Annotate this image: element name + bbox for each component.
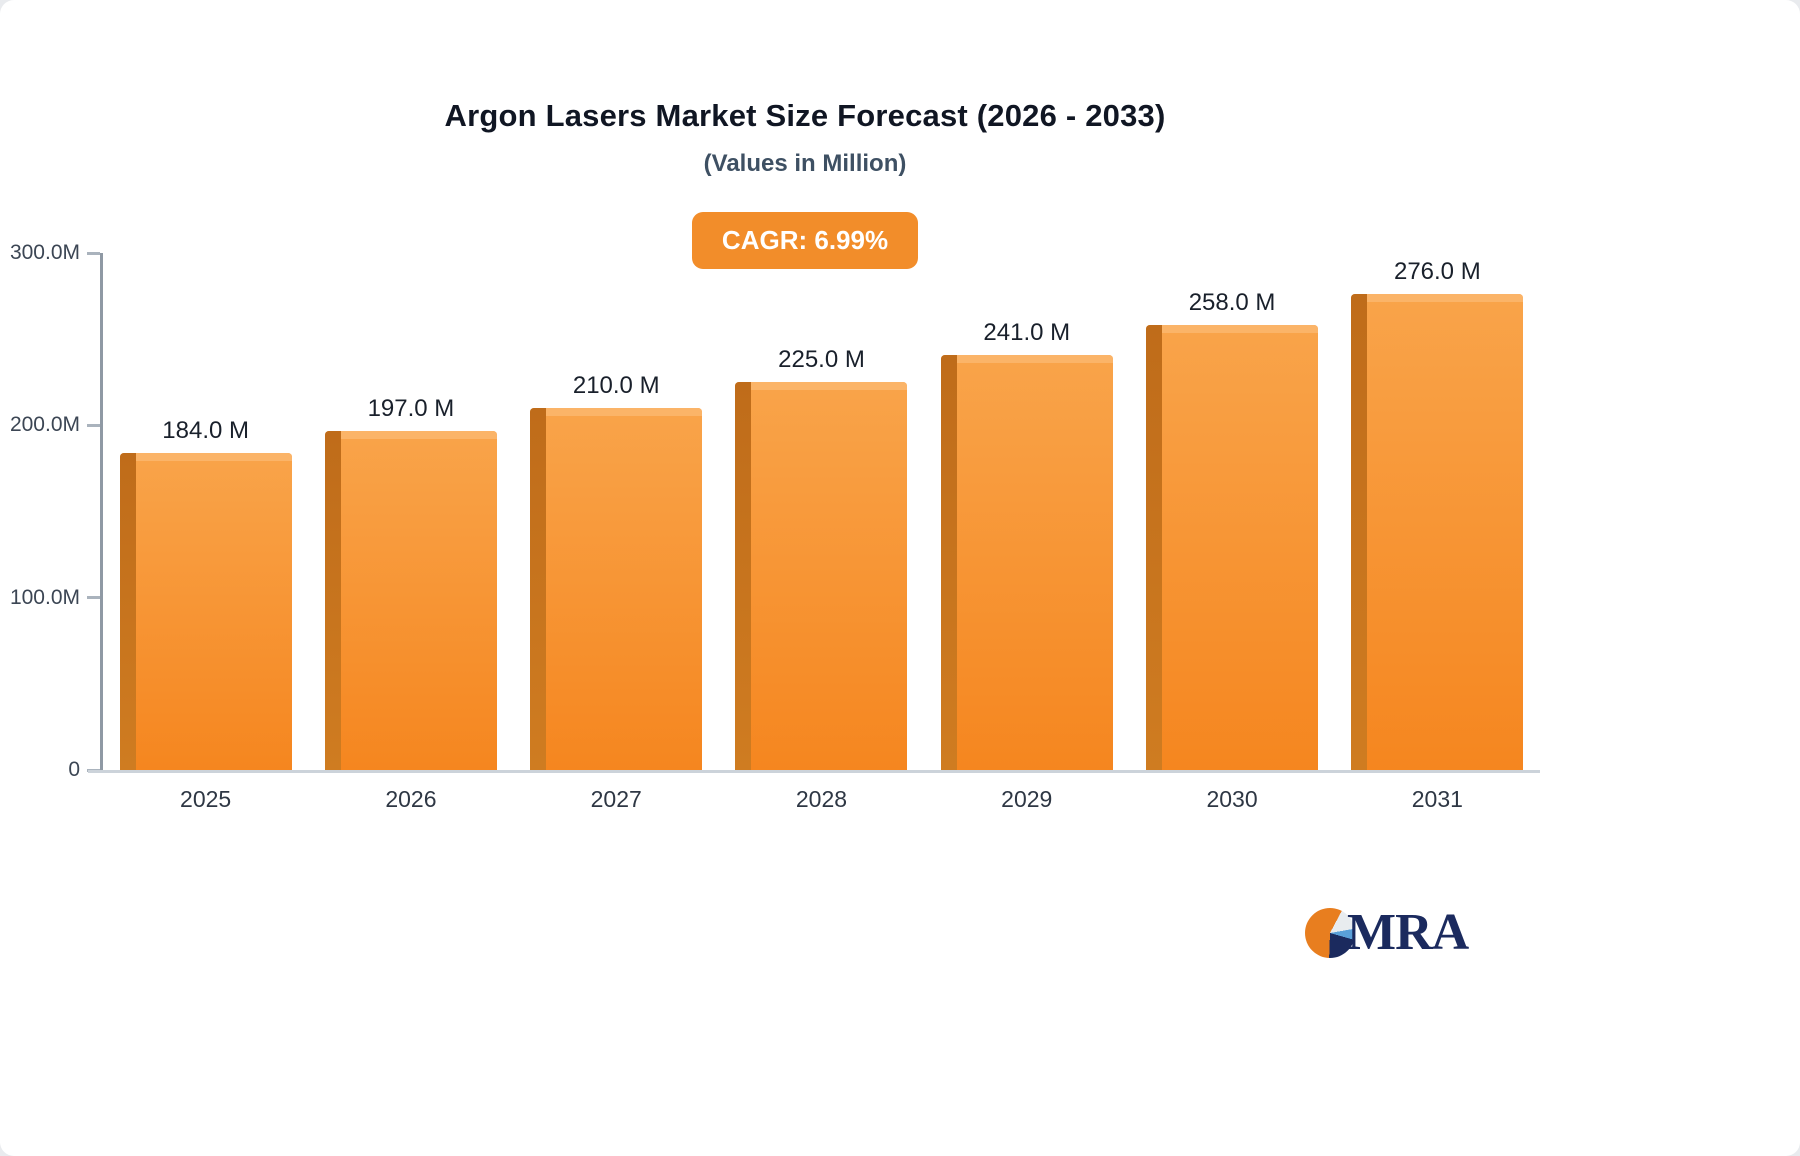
bar-group-2030: 258.0 M: [1129, 253, 1334, 770]
x-axis-label: 2025: [180, 786, 232, 812]
bar-group-2028: 225.0 M: [719, 253, 924, 770]
chart-title: Argon Lasers Market Size Forecast (2026 …: [444, 98, 1166, 133]
x-axis-labels: 2025 2026 2027 2028 2029 2030 2031: [103, 786, 1540, 813]
x-axis-label: 2028: [795, 786, 848, 812]
y-tick-mark: [87, 251, 100, 255]
y-axis-line: [100, 253, 103, 772]
bar-2028[interactable]: [735, 382, 908, 770]
bar-group-2025: 184.0 M: [103, 253, 308, 771]
bar-group-2031: 276.0 M: [1335, 253, 1540, 770]
x-axis-label: 2026: [385, 786, 437, 812]
mra-logo-text: MRA: [1347, 904, 1469, 961]
y-tick-mark: [87, 423, 100, 427]
y-tick-label: 300.0M: [9, 241, 80, 264]
y-tick-label: 0: [68, 758, 80, 781]
x-axis-label: 2031: [1411, 786, 1463, 812]
cagr-badge: CAGR: 6.99%: [691, 212, 919, 269]
x-axis-label: 2027: [590, 786, 642, 812]
bar-group-2027: 210.0 M: [514, 253, 719, 770]
bar-value-label: 210.0 M: [572, 372, 660, 400]
bar-2026[interactable]: [324, 430, 497, 771]
bar-group-2026: 197.0 M: [308, 253, 513, 771]
y-axis: 300.0M 200.0M 100.0M 0: [0, 241, 100, 781]
y-tick: 100.0M: [10, 586, 100, 610]
y-tick-mark: [87, 596, 100, 600]
bar-2025[interactable]: [119, 452, 292, 771]
y-tick: 200.0M: [10, 413, 100, 437]
chart-subtitle: (Values in Million): [703, 150, 907, 177]
mra-logo-pie-icon: [1305, 907, 1355, 958]
x-axis-label: 2029: [1001, 786, 1053, 812]
chart-header: Argon Lasers Market Size Forecast (2026 …: [0, 0, 1610, 269]
y-tick-label: 100.0M: [9, 585, 80, 609]
y-tick-label: 200.0M: [9, 413, 80, 437]
bar-value-label: 276.0 M: [1393, 258, 1481, 286]
bar-2030[interactable]: [1146, 325, 1319, 770]
bar-value-label: 225.0 M: [778, 346, 865, 374]
bar-value-label: 258.0 M: [1188, 289, 1276, 317]
bar-2031[interactable]: [1351, 294, 1524, 770]
plot-area: 184.0 M 197.0 M 210.0 M 225.0 M 241.0 M 258.0…: [103, 253, 1540, 771]
bar-value-label: 184.0 M: [162, 416, 249, 444]
x-axis-line: [88, 770, 1540, 773]
mra-logo: MRA: [1305, 903, 1469, 962]
bar-2029[interactable]: [940, 354, 1113, 771]
y-tick: 300.0M: [10, 241, 100, 265]
bar-group-2029: 241.0 M: [924, 253, 1129, 771]
x-axis-label: 2030: [1206, 786, 1258, 812]
bar-value-label: 197.0 M: [367, 394, 455, 422]
bar-value-label: 241.0 M: [983, 318, 1071, 346]
bar-2027[interactable]: [530, 408, 703, 770]
